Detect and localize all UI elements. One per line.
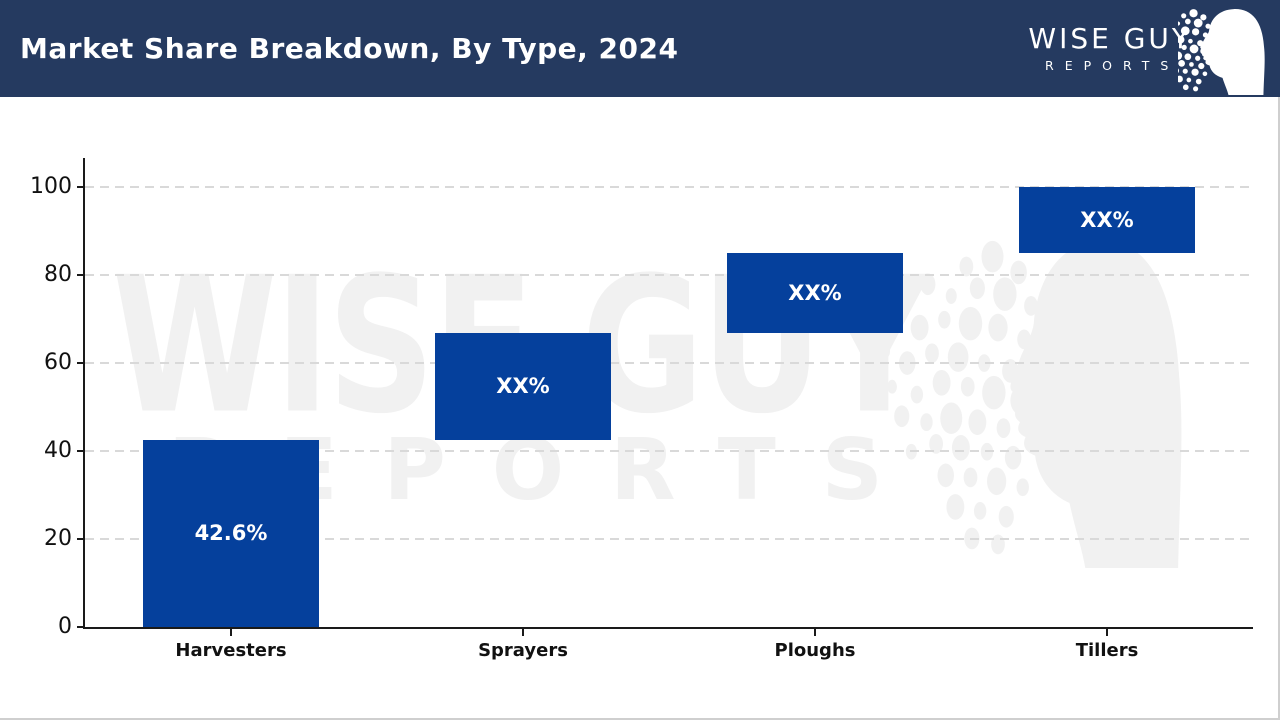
y-tick-label-20: 20 — [44, 526, 72, 551]
bar-value-label-sprayers: XX% — [496, 374, 550, 399]
x-tick-mark-sprayers — [522, 629, 524, 636]
y-tick-mark-0 — [77, 626, 85, 628]
y-tick-mark-100 — [77, 186, 85, 188]
header-bar: Market Share Breakdown, By Type, 2024 WI… — [0, 0, 1280, 97]
bar-sprayers: XX% — [435, 333, 611, 440]
x-tick-mark-ploughs — [814, 629, 816, 636]
y-axis-line — [83, 158, 85, 629]
x-tick-mark-tillers — [1106, 629, 1108, 636]
x-tick-label-tillers: Tillers — [1075, 640, 1139, 661]
gridline-100 — [85, 186, 1253, 188]
bar-harvesters: 42.6% — [143, 439, 319, 627]
y-tick-label-100: 100 — [30, 174, 72, 199]
brand-logo-text: WISE GUY REPORTS — [1028, 21, 1192, 73]
page-title: Market Share Breakdown, By Type, 2024 — [20, 32, 679, 65]
x-tick-mark-harvesters — [230, 629, 232, 636]
x-axis-line — [83, 627, 1253, 629]
bar-value-label-harvesters: 42.6% — [194, 521, 268, 546]
x-tick-label-harvesters: Harvesters — [175, 640, 287, 661]
y-tick-label-60: 60 — [44, 350, 72, 375]
brand-subtitle: REPORTS — [1045, 57, 1180, 73]
bar-tillers: XX% — [1019, 187, 1195, 253]
bar-value-label-ploughs: XX% — [788, 281, 842, 306]
gridline-20 — [85, 538, 1253, 540]
brand-logo: WISE GUY REPORTS — [1028, 0, 1266, 97]
brand-name: WISE GUY — [1028, 21, 1192, 55]
gridline-60 — [85, 362, 1253, 364]
y-tick-label-40: 40 — [44, 438, 72, 463]
bar-ploughs: XX% — [727, 253, 903, 334]
gridline-40 — [85, 450, 1253, 452]
y-tick-label-80: 80 — [44, 262, 72, 287]
bar-value-label-tillers: XX% — [1080, 208, 1134, 232]
gridline-80 — [85, 274, 1253, 276]
head-dots-icon — [880, 240, 1182, 568]
x-tick-label-ploughs: Ploughs — [774, 640, 856, 661]
y-tick-mark-40 — [77, 450, 85, 452]
y-tick-mark-20 — [77, 538, 85, 540]
x-tick-label-sprayers: Sprayers — [478, 640, 568, 661]
head-dots-icon — [1178, 8, 1265, 95]
y-tick-label-0: 0 — [58, 614, 72, 639]
y-tick-mark-80 — [77, 274, 85, 276]
y-tick-mark-60 — [77, 362, 85, 364]
